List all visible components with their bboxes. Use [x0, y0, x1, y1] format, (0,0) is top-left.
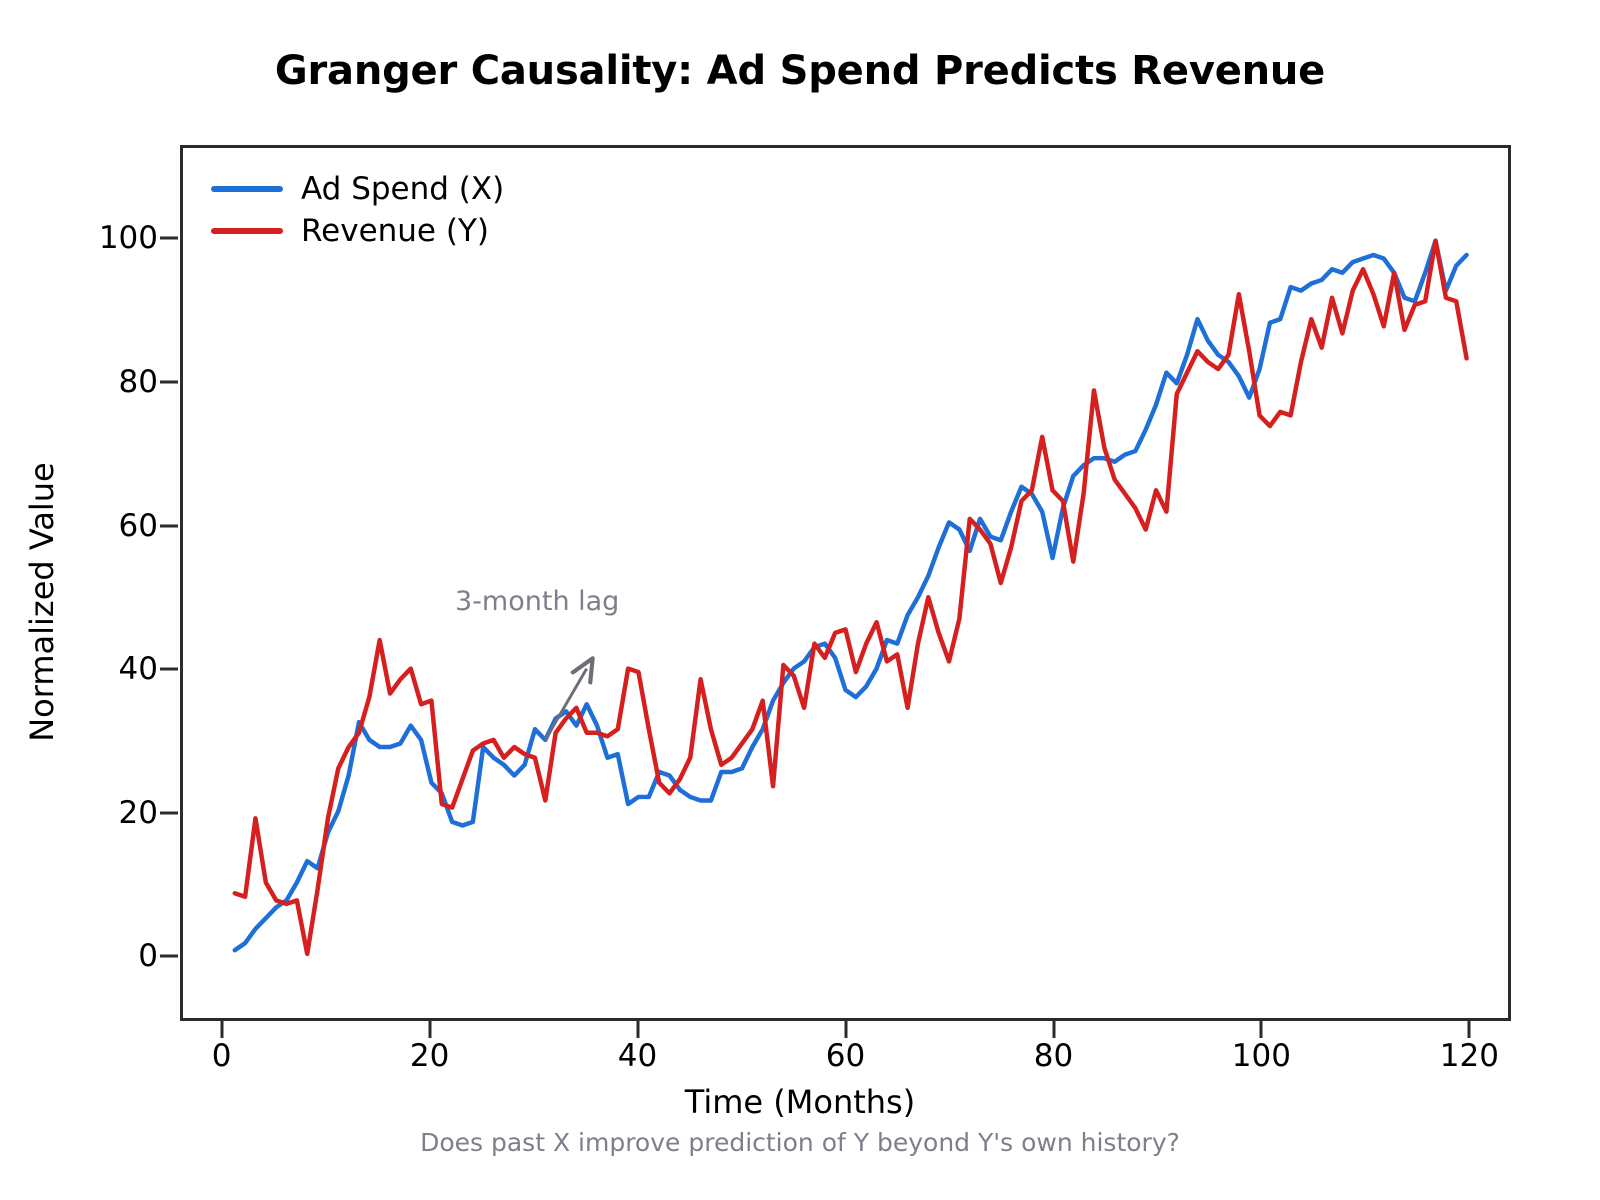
y-tick-0: 0: [138, 938, 158, 975]
x-tick-120: 120: [1439, 1038, 1499, 1074]
x-tick-mark: [1259, 1021, 1263, 1038]
x-tick-60: 60: [825, 1038, 866, 1074]
x-tick-mark: [220, 1021, 224, 1038]
series-lines: [232, 238, 1469, 957]
y-tick-mark: [160, 380, 178, 384]
y-tick-mark: [160, 667, 178, 671]
x-tick-100: 100: [1231, 1038, 1291, 1074]
plot-area: Ad Spend (X) Revenue (Y) 3-month lag: [180, 145, 1511, 1021]
lag-arrow-icon: [543, 669, 586, 741]
x-tick-80: 80: [1033, 1038, 1074, 1074]
x-tick-20: 20: [409, 1038, 450, 1074]
lag-arrow-group: [543, 669, 586, 741]
x-tick-mark: [1467, 1021, 1471, 1038]
y-axis-label: Normalized Value: [23, 462, 61, 742]
legend-item-ad-spend[interactable]: Ad Spend (X): [211, 168, 551, 210]
legend-swatch-revenue: [211, 228, 283, 234]
y-tick-mark: [160, 811, 178, 815]
y-tick-mark: [160, 236, 178, 240]
legend-item-revenue[interactable]: Revenue (Y): [211, 210, 551, 252]
figure-caption: Does past X improve prediction of Y beyo…: [420, 1128, 1180, 1157]
x-axis-tick-labels: 0 20 40 60 80 100 120: [180, 1021, 1511, 1082]
legend-label-revenue: Revenue (Y): [301, 212, 489, 249]
y-tick-20: 20: [118, 794, 158, 831]
legend: Ad Spend (X) Revenue (Y): [211, 168, 551, 252]
y-tick-40: 40: [118, 651, 158, 688]
y-axis-tick-labels: 0 20 40 60 80 100: [32, 145, 178, 1021]
legend-label-ad-spend: Ad Spend (X): [301, 170, 505, 207]
y-tick-80: 80: [118, 364, 158, 400]
x-axis-label: Time (Months): [684, 1083, 916, 1121]
chart-title: Granger Causality: Ad Spend Predicts Rev…: [274, 48, 1326, 94]
x-tick-mark: [428, 1021, 432, 1038]
legend-swatch-ad-spend: [211, 186, 283, 192]
x-tick-mark: [1052, 1021, 1055, 1038]
x-tick-mark: [844, 1021, 847, 1038]
y-tick-100: 100: [98, 220, 158, 257]
x-tick-mark: [636, 1021, 639, 1038]
y-tick-mark: [160, 954, 178, 958]
series-line-ad-spend: [232, 238, 1469, 953]
lag-annotation-text: 3-month lag: [455, 586, 620, 617]
y-tick-mark: [160, 524, 178, 528]
series-line-revenue: [232, 238, 1469, 957]
plot-svg: [232, 238, 1469, 957]
x-tick-0: 0: [211, 1038, 232, 1074]
x-tick-40: 40: [617, 1038, 658, 1074]
y-tick-60: 60: [118, 507, 158, 544]
